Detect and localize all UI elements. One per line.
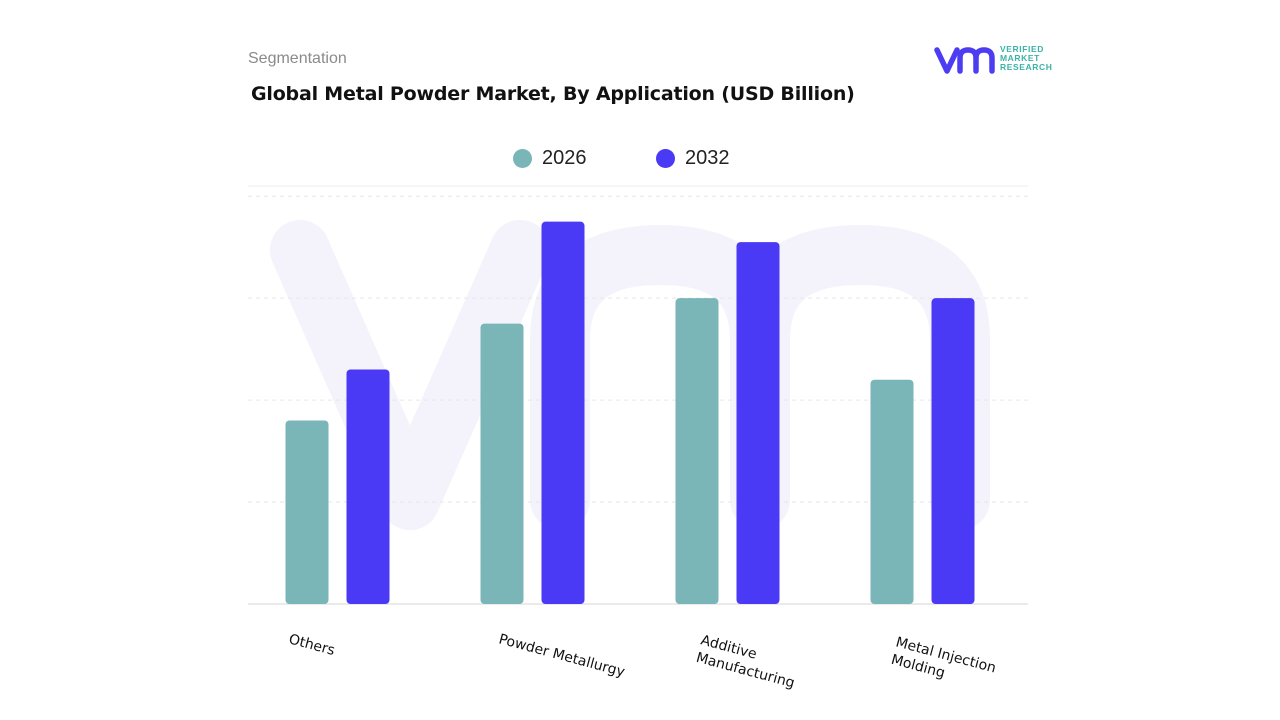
bar-additive-manufacturing-2026 [675,298,719,604]
vmr-watermark-shape [270,220,990,530]
legend-label: 2032 [685,146,730,169]
bar-others-2026 [285,420,329,604]
legend-swatch [513,148,532,168]
vmr-logo-icon [934,47,995,74]
legend-item-2032: 2032 [656,144,730,172]
x-tick-label-line: Powder Metallurgy [497,631,626,680]
category-labels: Others Powder Metallurgy AdditiveManufactu… [287,631,998,694]
logo-line: VERIFIED [1000,44,1045,54]
chart-title: Global Metal Powder Market, By Applicati… [251,83,855,105]
logo-m-mark [957,47,995,74]
legend-label: 2026 [542,146,587,169]
x-tick-label: Others [287,631,337,659]
bars [285,221,975,604]
bar-additive-manufacturing-2032 [736,242,780,604]
bar-metal-injection-molding-2032 [931,298,975,604]
legend-item-2026: 2026 [513,144,587,172]
bar-powder-metallurgy-2026 [480,323,524,604]
logo-v-mark [934,47,960,74]
bar-metal-injection-molding-2026 [870,379,914,604]
bar-others-2032 [346,369,390,604]
bar-powder-metallurgy-2032 [541,221,585,604]
watermark [270,220,990,530]
segment-label: Segmentation [248,50,347,67]
logo-line: RESEARCH [1000,62,1053,72]
chart-legend: 2026 2032 [0,144,1280,172]
x-tick-label: Powder Metallurgy [497,631,626,680]
x-tick-label: Metal InjectionMolding [889,634,997,694]
logo-line: MARKET [1000,53,1040,63]
legend-swatch [656,148,675,168]
x-tick-label: AdditiveManufacturing [694,632,801,691]
x-tick-label-line: Others [287,631,337,659]
logo-wordmark: VERIFIED MARKET RESEARCH [1000,45,1053,72]
